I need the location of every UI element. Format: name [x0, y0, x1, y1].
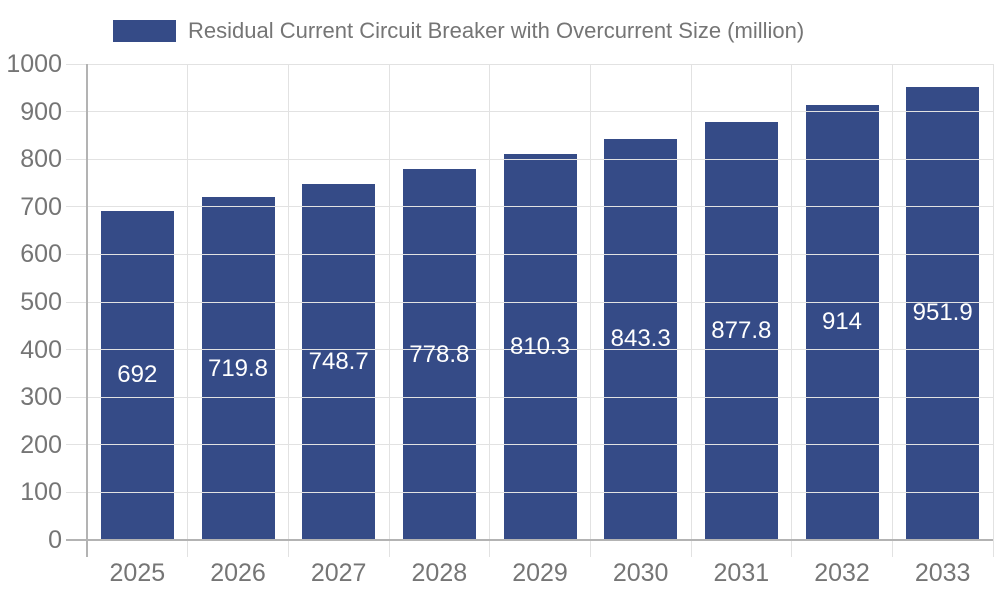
bar-2029[interactable]	[503, 154, 577, 540]
bar-2033[interactable]	[906, 86, 980, 540]
bar-2030[interactable]	[604, 138, 678, 540]
y-axis-tick-label: 100	[20, 478, 62, 507]
bar-value-label: 877.8	[711, 317, 772, 345]
bar-value-label: 692	[117, 361, 158, 389]
bar-2028[interactable]	[402, 169, 476, 540]
bar-value-label: 748.7	[308, 347, 369, 375]
horizontal-gridline	[66, 111, 993, 113]
bar-value-label: 914	[821, 308, 863, 336]
bar-2025[interactable]	[100, 210, 174, 540]
x-axis-line	[66, 539, 993, 541]
vertical-gridline	[992, 64, 994, 557]
vertical-gridline	[388, 64, 390, 557]
x-axis-tick-label: 2025	[109, 559, 166, 587]
horizontal-gridline	[66, 444, 993, 446]
x-axis-tick-label: 2026	[210, 559, 266, 587]
horizontal-gridline	[66, 349, 993, 351]
x-axis-tick-label: 2028	[411, 559, 468, 587]
y-axis-tick-label: 200	[20, 430, 62, 459]
vertical-gridline	[187, 64, 189, 557]
y-axis-tick-label: 800	[20, 145, 62, 174]
y-axis-tick-label: 600	[20, 240, 62, 269]
x-axis-tick-label: 2031	[713, 559, 770, 587]
bar-value-label: 719.8	[207, 354, 269, 382]
bar-value-label: 778.8	[409, 340, 470, 368]
horizontal-gridline	[66, 253, 993, 255]
bar-value-label: 843.3	[610, 325, 671, 353]
legend-swatch	[113, 20, 176, 42]
vertical-gridline	[891, 64, 893, 557]
y-axis-tick-label: 500	[20, 288, 62, 316]
horizontal-gridline	[66, 63, 993, 65]
bar-2032[interactable]	[805, 104, 879, 540]
y-axis-tick-label: 700	[20, 192, 62, 221]
bar-2031[interactable]	[704, 122, 778, 540]
bar-value-label: 951.9	[912, 299, 973, 327]
legend-item[interactable]: Residual Current Circuit Breaker with Ov…	[113, 19, 804, 43]
x-axis-tick-label: 2033	[914, 559, 971, 587]
horizontal-gridline	[66, 301, 993, 303]
y-axis-line	[86, 64, 88, 557]
legend-label: Residual Current Circuit Breaker with Ov…	[188, 18, 805, 43]
vertical-gridline	[791, 64, 793, 557]
horizontal-gridline	[66, 158, 993, 160]
x-axis-tick-label: 2029	[512, 559, 568, 587]
horizontal-gridline	[66, 206, 993, 208]
horizontal-gridline	[66, 491, 993, 493]
y-axis-tick-label: 300	[20, 383, 62, 412]
x-axis-tick-label: 2030	[612, 559, 669, 587]
vertical-gridline	[690, 64, 692, 557]
y-axis-tick-label: 0	[48, 526, 62, 554]
x-axis-tick-label: 2027	[310, 559, 367, 587]
horizontal-gridline	[66, 396, 993, 398]
vertical-gridline	[589, 64, 591, 557]
y-axis-tick-label: 400	[20, 335, 62, 364]
bar-2027[interactable]	[302, 183, 376, 540]
vertical-gridline	[489, 64, 491, 557]
bar-value-label: 810.3	[509, 333, 571, 361]
x-axis-tick-label: 2032	[814, 559, 870, 587]
vertical-gridline	[287, 64, 289, 557]
y-axis-tick-label: 1000	[6, 50, 62, 78]
y-axis-tick-label: 900	[20, 97, 62, 126]
